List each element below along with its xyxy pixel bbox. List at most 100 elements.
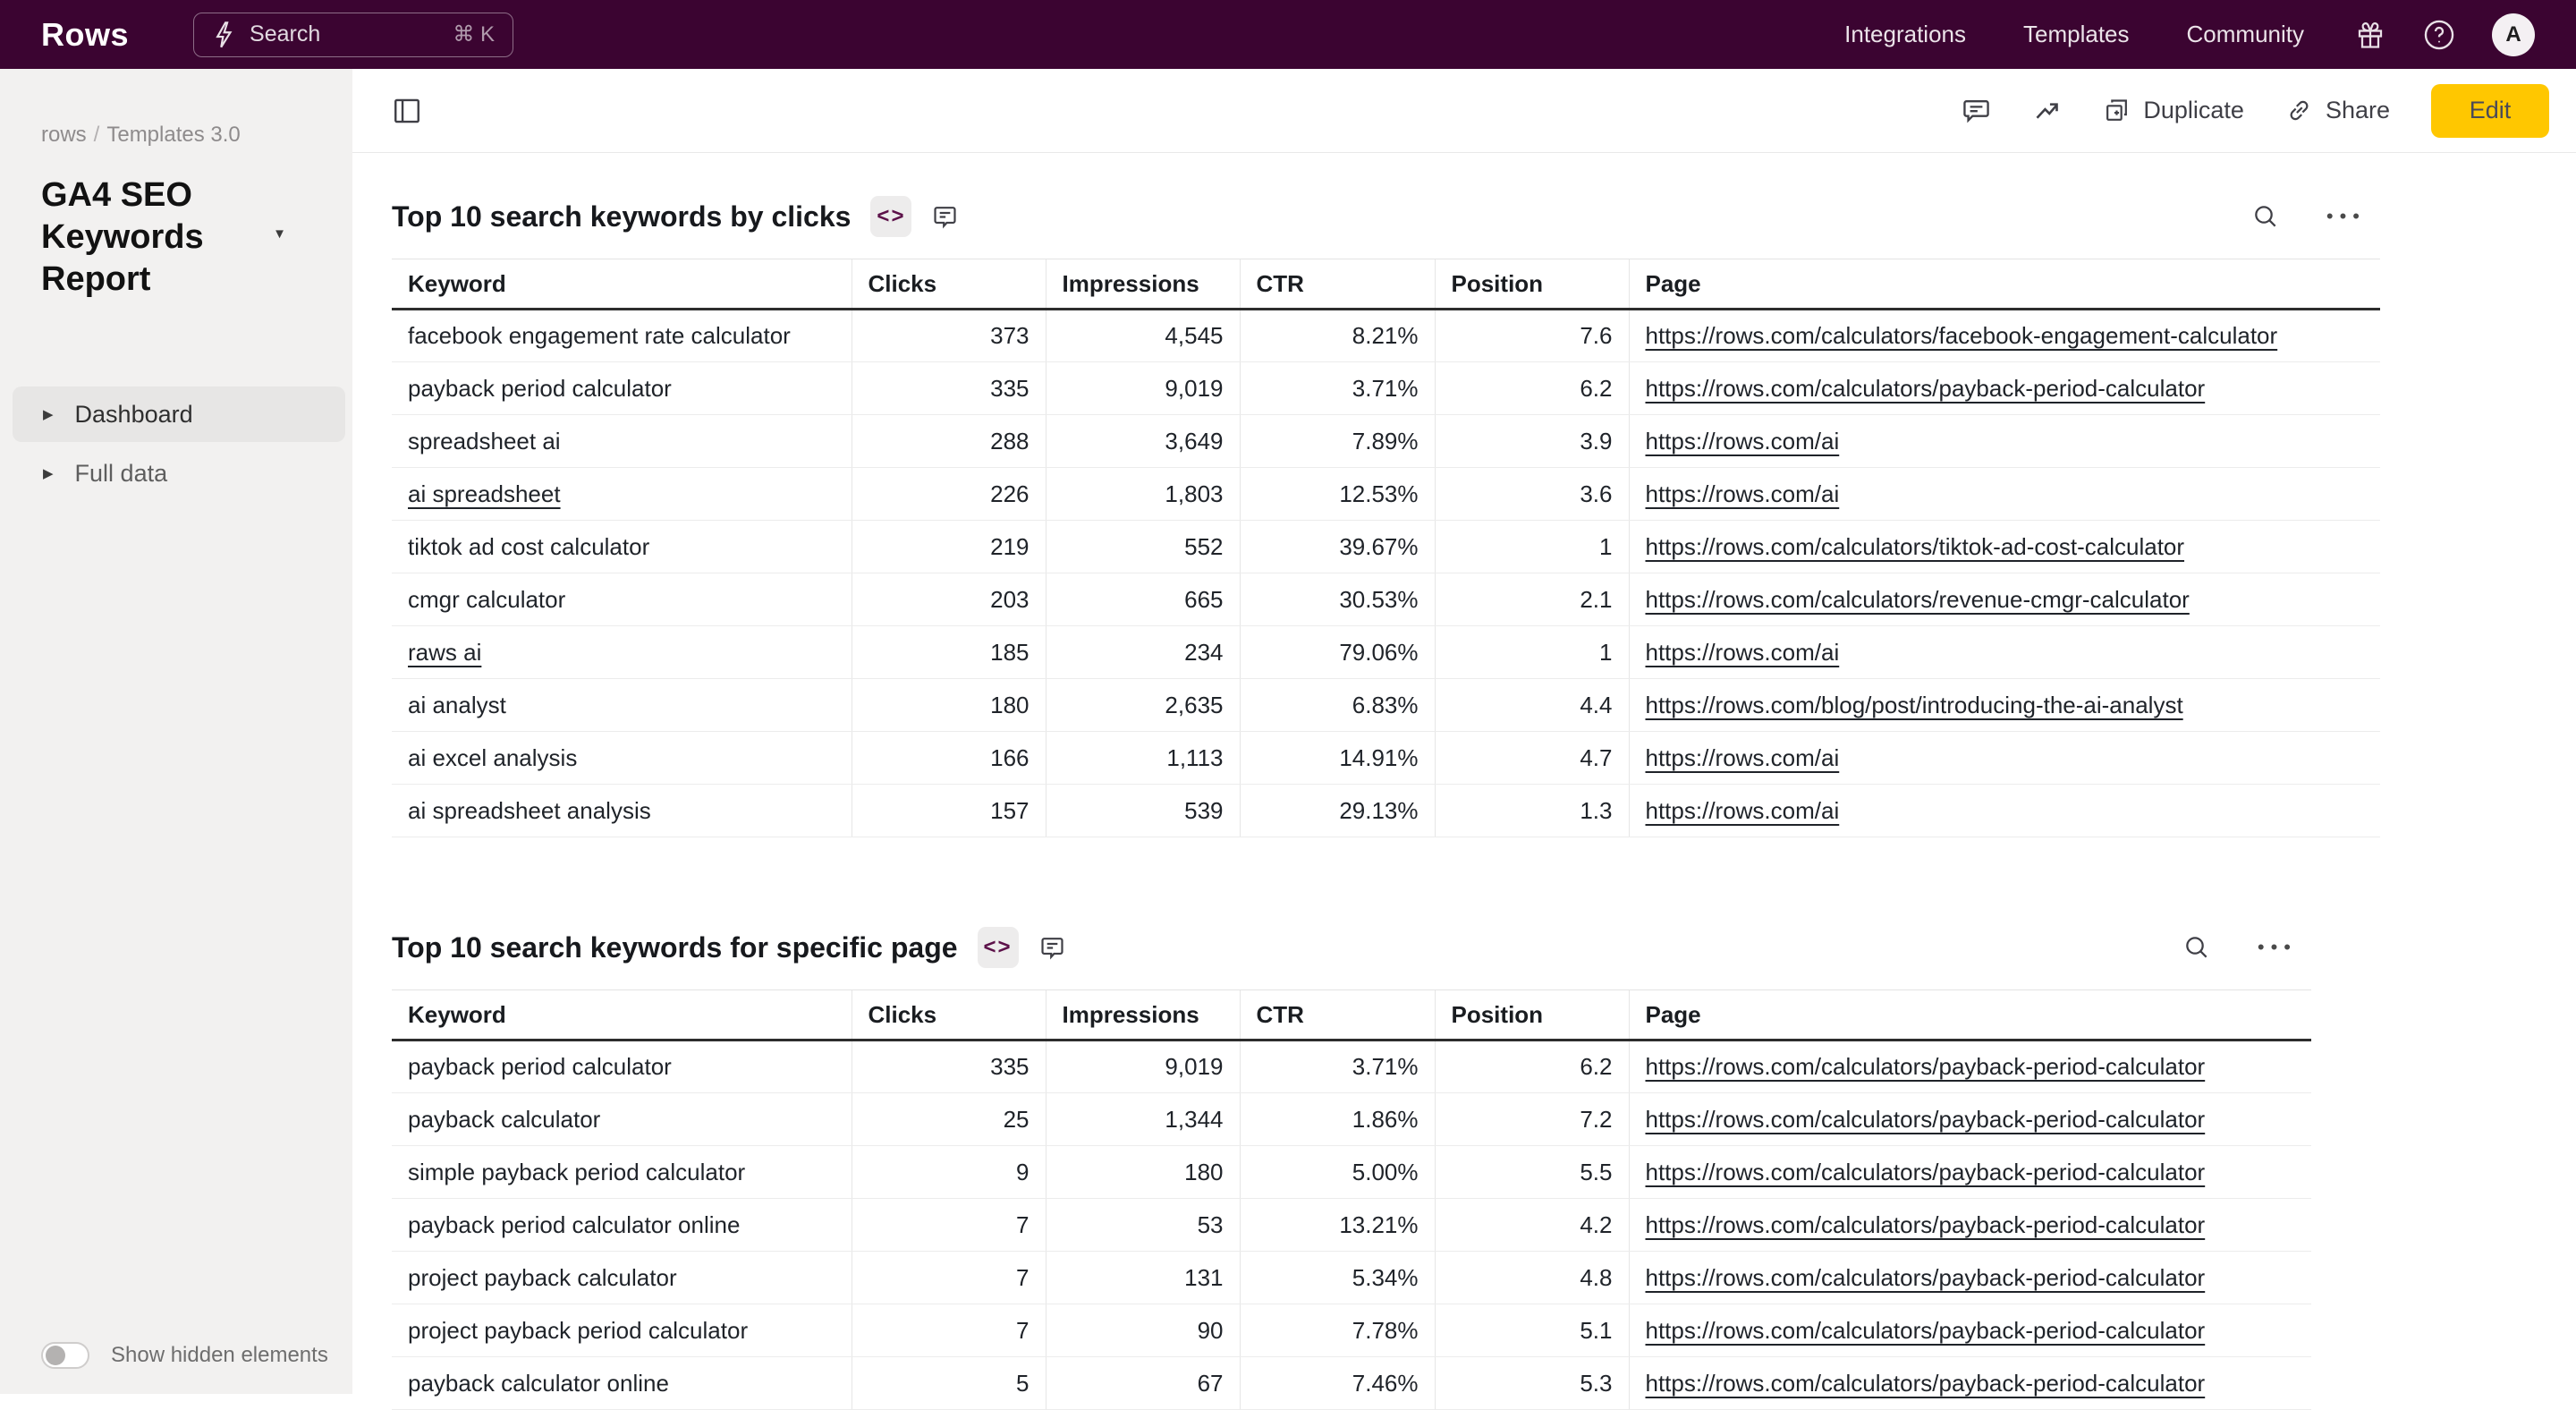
comment-icon[interactable] bbox=[1038, 934, 1066, 962]
breadcrumb-folder[interactable]: Templates 3.0 bbox=[106, 123, 241, 147]
toggle-label: Show hidden elements bbox=[111, 1343, 328, 1367]
cell-clicks: 7 bbox=[851, 1251, 1046, 1304]
table-title: Top 10 search keywords by clicks bbox=[392, 200, 852, 233]
cell-page[interactable]: https://rows.com/calculators/payback-per… bbox=[1628, 1040, 2311, 1093]
page-link[interactable]: https://rows.com/ai bbox=[1645, 743, 1840, 771]
cell-ctr: 30.53% bbox=[1239, 573, 1435, 626]
triangle-right-icon[interactable]: ▶ bbox=[43, 466, 54, 481]
insights-icon[interactable] bbox=[2032, 96, 2062, 125]
page-link[interactable]: https://rows.com/ai bbox=[1645, 638, 1840, 666]
show-hidden-elements-toggle[interactable] bbox=[41, 1342, 89, 1369]
cell-position: 6.2 bbox=[1434, 361, 1629, 415]
search-icon[interactable] bbox=[2182, 933, 2211, 962]
nav-integrations[interactable]: Integrations bbox=[1844, 21, 1967, 47]
table-header-row: Keyword Clicks Impressions CTR Position Page bbox=[392, 259, 2380, 310]
sheet-table: Keyword Clicks Impressions CTR Position Page p… bbox=[392, 990, 2311, 1410]
nav-templates[interactable]: Templates bbox=[2023, 21, 2130, 47]
cell-keyword: cmgr calculator bbox=[392, 573, 852, 626]
code-icon[interactable]: <> bbox=[977, 927, 1019, 968]
search-placeholder: Search bbox=[250, 21, 321, 47]
global-search-input[interactable]: Search ⌘ K bbox=[193, 12, 514, 57]
collapse-sidebar-icon[interactable] bbox=[392, 96, 422, 126]
search-icon[interactable] bbox=[2251, 202, 2280, 231]
sidebar-item-full-data[interactable]: ▶ Full data bbox=[13, 446, 345, 501]
cell-impressions: 539 bbox=[1045, 784, 1240, 837]
cell-keyword: tiktok ad cost calculator bbox=[392, 520, 852, 573]
cell-page[interactable]: https://rows.com/calculators/payback-per… bbox=[1628, 1304, 2311, 1357]
share-button[interactable]: Share bbox=[2285, 97, 2390, 124]
cell-keyword: payback calculator online bbox=[392, 1356, 852, 1410]
cell-page[interactable]: https://rows.com/calculators/tiktok-ad-c… bbox=[1628, 520, 2380, 573]
duplicate-button[interactable]: Duplicate bbox=[2103, 97, 2244, 124]
cell-page[interactable]: https://rows.com/calculators/facebook-en… bbox=[1628, 309, 2380, 362]
page-link[interactable]: https://rows.com/calculators/payback-per… bbox=[1645, 1053, 2206, 1080]
cell-keyword: payback period calculator bbox=[392, 1040, 852, 1093]
cell-page[interactable]: https://rows.com/calculators/payback-per… bbox=[1628, 1198, 2311, 1252]
pages-nav: ▶ Dashboard ▶ Full data bbox=[0, 386, 352, 501]
cell-clicks: 219 bbox=[851, 520, 1046, 573]
cell-ctr: 12.53% bbox=[1239, 467, 1435, 521]
page-link[interactable]: https://rows.com/calculators/payback-per… bbox=[1645, 1369, 2206, 1397]
comment-icon[interactable] bbox=[931, 203, 959, 231]
sheet-table: Keyword Clicks Impressions CTR Position Page f… bbox=[392, 259, 2380, 837]
cell-keyword: facebook engagement rate calculator bbox=[392, 309, 852, 362]
page-link[interactable]: https://rows.com/calculators/payback-per… bbox=[1645, 374, 2206, 402]
page-link[interactable]: https://rows.com/ai bbox=[1645, 427, 1840, 454]
page-link[interactable]: https://rows.com/calculators/payback-per… bbox=[1645, 1158, 2206, 1185]
page-link[interactable]: https://rows.com/ai bbox=[1645, 796, 1840, 824]
avatar[interactable]: A bbox=[2492, 13, 2535, 56]
cell-page[interactable]: https://rows.com/ai bbox=[1628, 625, 2380, 679]
comments-icon[interactable] bbox=[1962, 96, 1991, 125]
cell-page[interactable]: https://rows.com/calculators/payback-per… bbox=[1628, 1145, 2311, 1199]
page-link[interactable]: https://rows.com/calculators/revenue-cmg… bbox=[1645, 585, 2190, 613]
cell-position: 1 bbox=[1434, 625, 1629, 679]
cell-ctr: 29.13% bbox=[1239, 784, 1435, 837]
table-row: ai spreadsheet 226 1,803 12.53% 3.6 https://r… bbox=[392, 467, 2380, 521]
page-link[interactable]: https://rows.com/calculators/tiktok-ad-c… bbox=[1645, 532, 2185, 560]
nav-community[interactable]: Community bbox=[2186, 21, 2304, 47]
rows-logo[interactable]: Rows bbox=[41, 15, 130, 53]
cell-page[interactable]: https://rows.com/ai bbox=[1628, 784, 2380, 837]
page-link[interactable]: https://rows.com/calculators/payback-per… bbox=[1645, 1316, 2206, 1344]
bolt-icon bbox=[216, 21, 233, 47]
help-icon[interactable] bbox=[2422, 18, 2456, 52]
more-menu-icon[interactable]: ••• bbox=[2326, 205, 2366, 227]
main-area: Duplicate Share Edit Top 10 search keywo… bbox=[352, 69, 2576, 1410]
sidebar-item-dashboard[interactable]: ▶ Dashboard bbox=[13, 386, 345, 442]
cell-page[interactable]: https://rows.com/calculators/payback-per… bbox=[1628, 1251, 2311, 1304]
cell-ctr: 8.21% bbox=[1239, 309, 1435, 362]
page-link[interactable]: https://rows.com/blog/post/introducing-t… bbox=[1645, 691, 2183, 718]
page-link[interactable]: https://rows.com/calculators/payback-per… bbox=[1645, 1263, 2206, 1291]
column-header-clicks: Clicks bbox=[851, 990, 1046, 1041]
code-icon[interactable]: <> bbox=[870, 196, 912, 237]
share-label: Share bbox=[2325, 97, 2390, 123]
cell-keyword[interactable]: ai spreadsheet bbox=[392, 467, 852, 521]
cell-page[interactable]: https://rows.com/ai bbox=[1628, 731, 2380, 785]
page-link[interactable]: https://rows.com/calculators/facebook-en… bbox=[1645, 322, 2278, 349]
page-link[interactable]: https://rows.com/ai bbox=[1645, 480, 1840, 507]
page-link[interactable]: https://rows.com/calculators/payback-per… bbox=[1645, 1210, 2206, 1238]
table-row: ai spreadsheet analysis 157 539 29.13% 1.3 ht… bbox=[392, 784, 2380, 837]
cell-page[interactable]: https://rows.com/calculators/revenue-cmg… bbox=[1628, 573, 2380, 626]
cell-page[interactable]: https://rows.com/ai bbox=[1628, 467, 2380, 521]
chevron-down-icon[interactable]: ▼ bbox=[273, 226, 286, 242]
cell-keyword[interactable]: raws ai bbox=[392, 625, 852, 679]
cell-clicks: 373 bbox=[851, 309, 1046, 362]
more-menu-icon[interactable]: ••• bbox=[2257, 936, 2297, 958]
cell-position: 5.5 bbox=[1434, 1145, 1629, 1199]
cell-page[interactable]: https://rows.com/ai bbox=[1628, 414, 2380, 468]
cell-impressions: 1,344 bbox=[1045, 1092, 1240, 1146]
edit-button[interactable]: Edit bbox=[2431, 83, 2549, 138]
triangle-right-icon[interactable]: ▶ bbox=[43, 407, 54, 422]
cell-clicks: 25 bbox=[851, 1092, 1046, 1146]
cell-page[interactable]: https://rows.com/calculators/payback-per… bbox=[1628, 361, 2380, 415]
cell-clicks: 335 bbox=[851, 361, 1046, 415]
cell-page[interactable]: https://rows.com/calculators/payback-per… bbox=[1628, 1356, 2311, 1410]
cell-keyword: ai spreadsheet analysis bbox=[392, 784, 852, 837]
breadcrumb-workspace[interactable]: rows bbox=[41, 123, 87, 147]
gift-icon[interactable] bbox=[2354, 19, 2386, 51]
cell-page[interactable]: https://rows.com/calculators/payback-per… bbox=[1628, 1092, 2311, 1146]
table-section-specific-page: Top 10 search keywords for specific page… bbox=[392, 927, 2311, 1410]
page-link[interactable]: https://rows.com/calculators/payback-per… bbox=[1645, 1105, 2206, 1133]
cell-page[interactable]: https://rows.com/blog/post/introducing-t… bbox=[1628, 678, 2380, 732]
